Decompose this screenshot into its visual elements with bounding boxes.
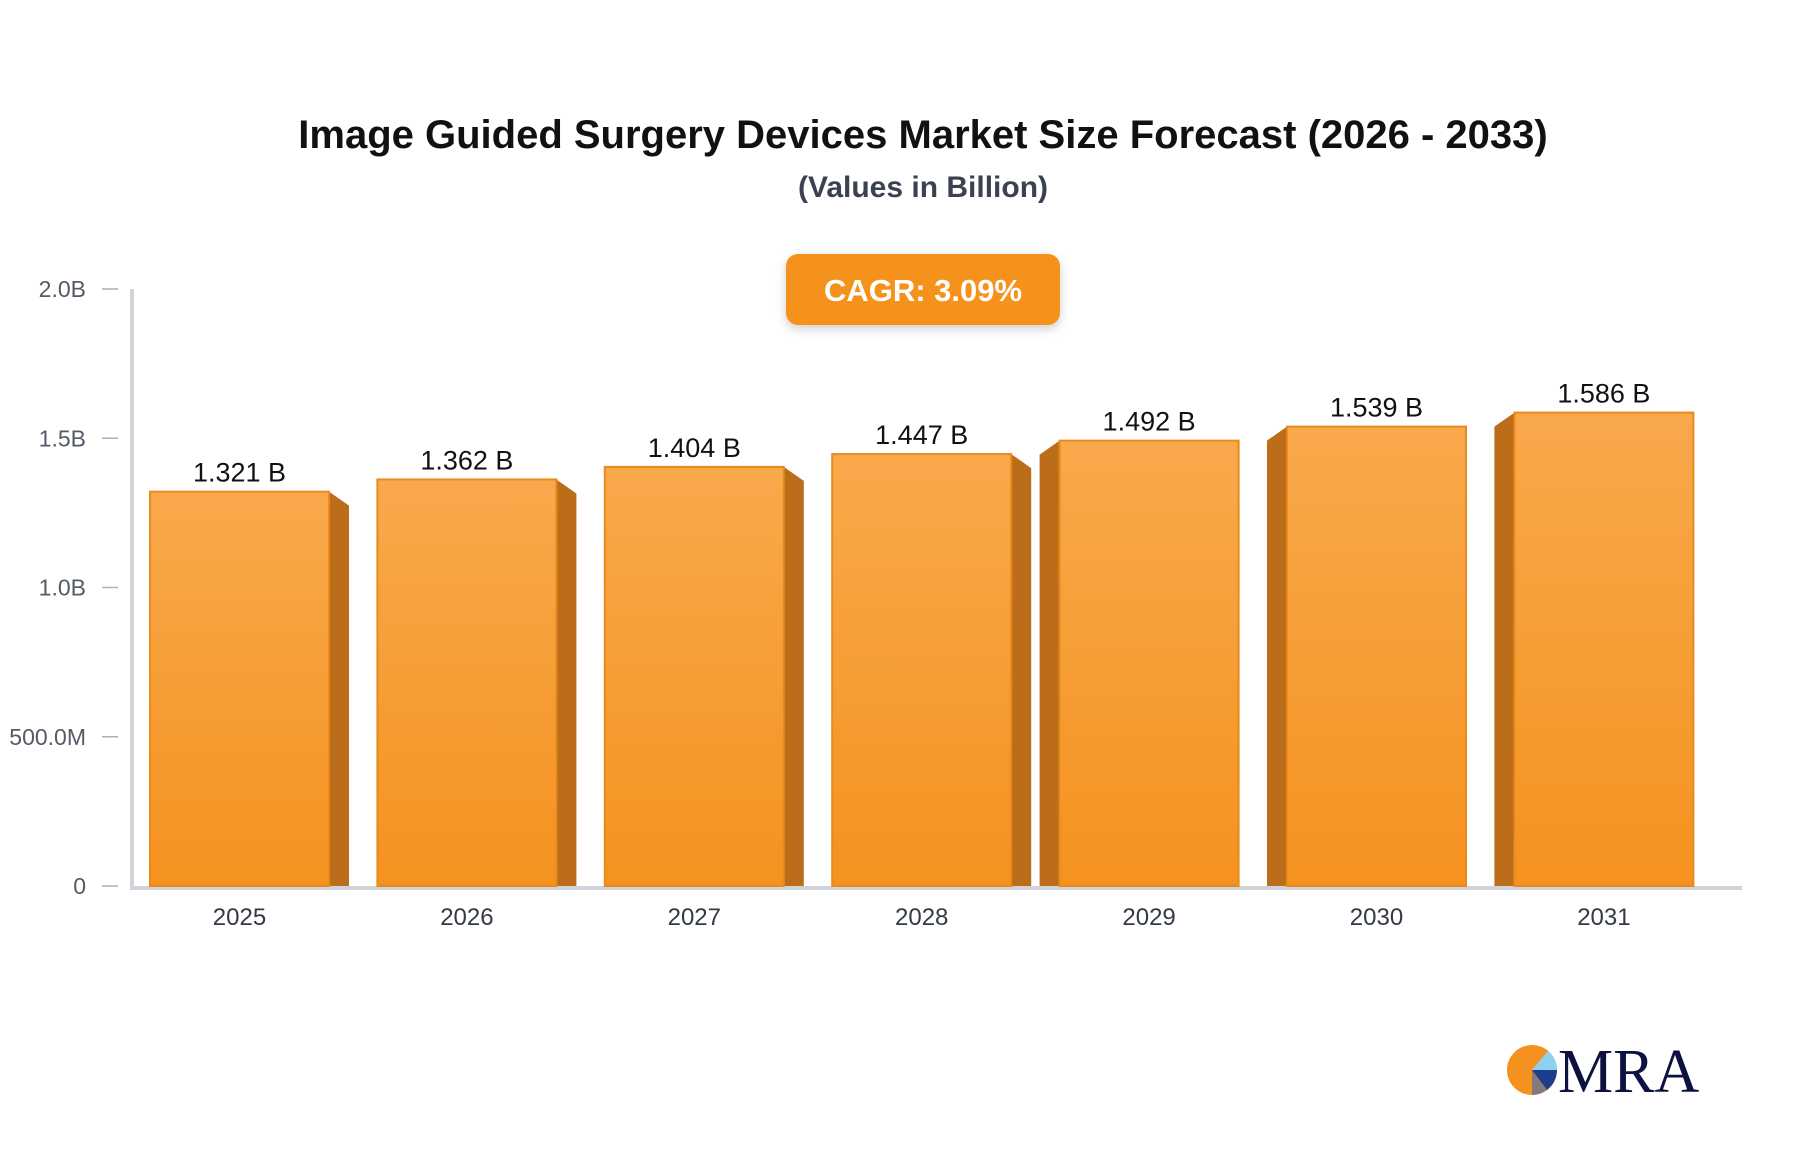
bar-2030: 1.539 B 2030 [1267,393,1467,931]
data-label: 1.321 B [193,458,286,488]
bar-2027: 1.404 B 2027 [603,433,804,931]
data-label: 1.362 B [420,445,513,475]
y-tick-label: 1.5B [39,425,86,451]
chart-title: Image Guided Surgery Devices Market Size… [298,113,1547,157]
data-label: 1.539 B [1330,393,1423,423]
y-tick-label: 2.0B [39,276,86,302]
x-tick-label: 2026 [440,904,493,931]
data-label: 1.586 B [1557,379,1650,409]
logo-text: MRA [1558,1038,1699,1106]
data-label: 1.404 B [648,433,741,463]
bar-2026: 1.362 B 2026 [376,445,577,931]
bar-front [1286,425,1467,887]
chart-subtitle: (Values in Billion) [798,171,1048,204]
bar-side [1494,412,1515,886]
bar-side [1011,454,1032,886]
x-tick-label: 2031 [1577,904,1630,931]
x-tick-label: 2027 [668,904,721,931]
mra-logo: MRA [1507,1038,1699,1106]
bar-front [603,465,785,887]
y-tick-label: 500.0M [9,724,86,750]
bar-2025: 1.321 B 2025 [149,458,349,931]
bar-front [1513,411,1695,887]
bar-side [783,466,804,886]
bar-2028: 1.447 B 2028 [831,420,1032,931]
data-label: 1.492 B [1103,407,1196,437]
bar-side [329,491,349,886]
cagr-badge-bg [786,254,1060,325]
bar-front [1058,439,1240,887]
x-tick-label: 2029 [1122,904,1175,931]
y-tick-label: 1.0B [39,575,86,601]
data-label: 1.447 B [875,420,968,450]
bar-2031: 1.586 B 2031 [1494,379,1695,931]
bar-front [831,453,1013,887]
cagr-badge: CAGR: 3.09% [786,254,1060,325]
y-tick-label: 0 [73,873,86,899]
x-tick-label: 2028 [895,904,948,931]
bar-front [149,490,330,887]
cagr-text: CAGR: 3.09% [824,273,1022,308]
x-tick-label: 2025 [213,904,266,931]
x-tick-label: 2030 [1350,904,1403,931]
bar-front [376,478,558,887]
bar-side [556,479,577,886]
bar-side [1039,440,1060,886]
bar-2029: 1.492 B 2029 [1039,407,1240,931]
bar-side [1267,426,1287,886]
